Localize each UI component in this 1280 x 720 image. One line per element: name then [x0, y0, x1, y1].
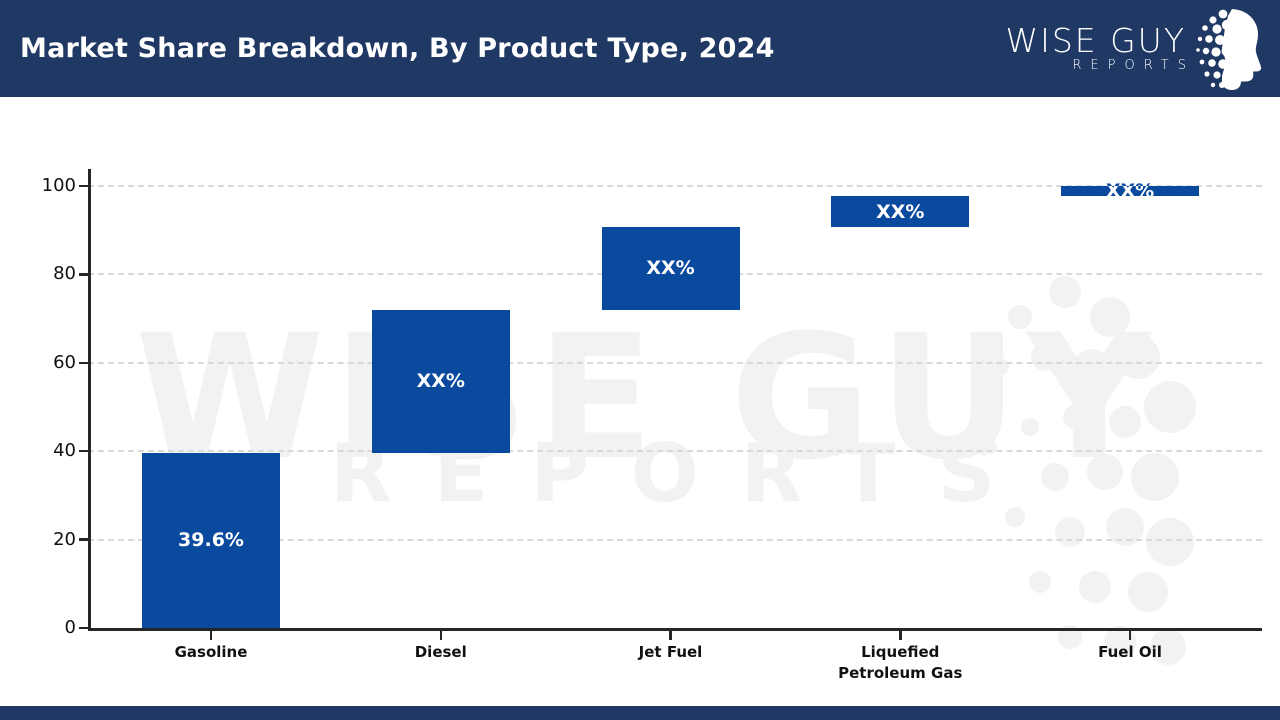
- logo-subtitle: REPORTS: [1072, 58, 1195, 73]
- y-axis-tick-0: [79, 626, 88, 630]
- gridline-60: [88, 361, 1262, 364]
- bar-value-label: XX%: [876, 200, 925, 223]
- category-label-2: Diesel: [414, 643, 467, 661]
- x-axis-tick-4: [899, 631, 902, 640]
- y-tick-label-20: 20: [53, 528, 76, 550]
- x-axis-tick-5: [1128, 631, 1132, 640]
- bar-value-label: XX%: [1105, 180, 1155, 203]
- y-tick-label-60: 60: [53, 351, 76, 373]
- y-tick-label-80: 80: [53, 263, 76, 285]
- footer-bar: [0, 706, 1280, 720]
- y-axis-tick-20: [79, 538, 88, 541]
- y-axis-tick-100: [79, 184, 88, 188]
- bar-liquefied-petroleum-gas: XX%: [831, 196, 970, 228]
- watermark-wordmark: WISE GUY: [135, 297, 1160, 498]
- x-axis-tick-3: [669, 631, 672, 640]
- category-label-5: Fuel Oil: [1098, 643, 1162, 661]
- bar-jet-fuel: XX%: [601, 227, 740, 310]
- logo-wordmark: WISE GUY: [1005, 21, 1186, 60]
- y-axis-tick-60: [79, 361, 88, 365]
- logo-head-profile-icon: [1196, 8, 1262, 90]
- y-axis-line: [88, 169, 91, 630]
- bar-diesel: XX%: [371, 309, 510, 453]
- y-tick-label-40: 40: [53, 440, 76, 462]
- gridline-20: [88, 538, 1262, 541]
- watermark-head-dots: [983, 276, 1196, 665]
- bar-value-label: XX%: [646, 257, 695, 280]
- y-axis-tick-40: [79, 449, 88, 453]
- gridline-100: [88, 185, 1262, 187]
- wise-guy-reports-logo: WISE GUY REPORTS: [1005, 6, 1266, 92]
- category-label-1: Gasoline: [174, 643, 248, 661]
- x-axis-line: [88, 628, 1262, 631]
- gridline-40: [88, 450, 1262, 453]
- y-tick-label-100: 100: [41, 175, 76, 196]
- bar-value-label: XX%: [416, 370, 465, 393]
- bar-value-label: 39.6%: [178, 529, 244, 552]
- y-tick-label-0: 0: [64, 617, 76, 638]
- page-title: Market Share Breakdown, By Product Type,…: [20, 33, 775, 64]
- x-axis-tick-2: [439, 631, 442, 640]
- bar-gasoline: 39.6%: [142, 452, 280, 628]
- category-label-3: Jet Fuel: [638, 643, 703, 661]
- header-bar: Market Share Breakdown, By Product Type,…: [0, 0, 1280, 97]
- chart-canvas: WISE GUY REPORTS 0 20 40 60 80 100 39.6% Gasoli…: [0, 97, 1280, 706]
- bar-value-label-overflow: XX%: [1105, 180, 1155, 203]
- bar-fuel-oil: XX% XX%: [1061, 180, 1199, 202]
- category-label-4: Liquefied Petroleum Gas: [838, 643, 963, 682]
- logo-text: WISE GUY REPORTS: [1005, 21, 1186, 74]
- x-axis-tick-1: [209, 631, 213, 640]
- y-axis-tick-80: [79, 273, 88, 276]
